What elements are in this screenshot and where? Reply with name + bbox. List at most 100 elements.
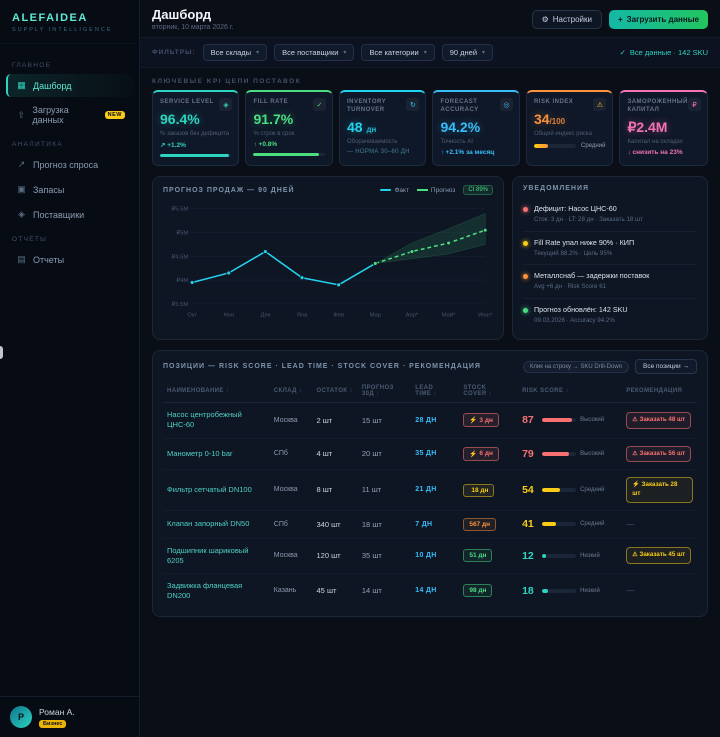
sidebar-item-label: Поставщики: [33, 209, 85, 220]
col-recommendation: РЕКОМЕНДАЦИЯ: [622, 380, 697, 404]
kpi-norm-range: — НОРМА 30–60 ДН: [346, 149, 410, 156]
sku-name-link[interactable]: Фильтр сетчатый DN100: [163, 469, 270, 511]
col-warehouse[interactable]: СКЛАД ↕: [269, 380, 313, 404]
col-lead-time[interactable]: LEAD TIME ↕: [411, 380, 460, 404]
kpi-value: ₽2.4M: [627, 118, 668, 135]
kpi-card-forecast-accuracy[interactable]: FORECAST ACCURACY ◎ 94.2% Точность AI ↑ …: [432, 90, 520, 167]
notification-item[interactable]: Металлснаб — задержки поставок Avg +6 дн…: [523, 265, 697, 299]
svg-text:₽4.5M: ₽4.5M: [172, 254, 189, 261]
ok-dot-icon: [523, 307, 528, 313]
table-row[interactable]: Фильтр сетчатый DN100 Москва 8 шт 11 шт …: [163, 469, 697, 511]
check-icon: ✓: [619, 48, 626, 57]
sidebar-item-label: Прогноз спроса: [33, 159, 99, 170]
order-button[interactable]: ⚡ Заказать 28 шт: [626, 477, 693, 503]
svg-text:Май*: Май*: [442, 312, 456, 319]
sidebar-item-inventory[interactable]: ▣ Запасы: [6, 178, 133, 201]
forecast-icon: ↗: [17, 159, 26, 169]
sort-icon: ↕: [298, 388, 303, 395]
sku-name-link[interactable]: Манометр 0-10 bar: [163, 438, 270, 471]
no-recommendation: —: [626, 586, 635, 596]
sort-icon: ↕: [433, 391, 437, 398]
settings-button[interactable]: ⚙ Настройки: [531, 9, 602, 29]
kpi-card-frozen-capital[interactable]: ЗАМОРОЖЕННЫЙ КАПИТАЛ ₽ ₽2.4M Капитал на …: [619, 90, 708, 167]
sidebar: ALEFAIDEA SUPPLY INTELLIGENCE ГЛАВНОЕ ▦ …: [0, 0, 140, 737]
sidebar-item-demand-forecast[interactable]: ↗ Прогноз спроса: [6, 153, 133, 176]
all-positions-button[interactable]: Все позиции →: [635, 359, 697, 375]
notifications-panel: УВЕДОМЛЕНИЯ Дефицит: Насос ЦНС-60 Сток: …: [512, 176, 708, 341]
svg-text:₽3.5M: ₽3.5M: [172, 301, 189, 308]
sku-name-link[interactable]: Задвижка фланцевая DN200: [167, 580, 243, 600]
new-badge: NEW: [104, 111, 125, 119]
app-logo-subtitle: SUPPLY INTELLIGENCE: [12, 27, 113, 33]
chevron-down-icon: ▾: [423, 50, 427, 56]
sort-icon: ↕: [488, 391, 493, 398]
warning-dot-icon: [523, 240, 528, 246]
table-row[interactable]: Задвижка фланцевая DN200 Казань 45 шт 14…: [163, 573, 697, 608]
col-name[interactable]: НАИМЕНОВАНИЕ ↕: [163, 380, 270, 404]
upload-icon: ⇧: [17, 109, 25, 120]
forecast-line-swatch: [416, 189, 428, 192]
supplier-filter-select[interactable]: Все поставщики ▾: [274, 44, 355, 61]
positions-table: НАИМЕНОВАНИЕ ↕ СКЛАД ↕ ОСТАТОК ↕ ПРОГНОЗ 30…: [163, 380, 697, 608]
stock-cover-badge: ⚡ 6 дн: [463, 446, 499, 461]
kpi-trend: ↓ снизить на 23%: [627, 149, 683, 157]
warehouse-filter-select[interactable]: Все склады ▾: [202, 44, 268, 61]
svg-text:Ноя: Ноя: [223, 313, 234, 319]
table-row[interactable]: Манометр 0-10 bar СПб 4 шт 20 шт 35 дн ⚡…: [163, 438, 697, 471]
stock-cover-badge: 567 дн: [463, 517, 497, 531]
kpi-card-risk-index[interactable]: RISK INDEX ⚠ 34/100 Общий индекс риска С…: [525, 90, 614, 167]
sku-name-link[interactable]: Клапан запорный DN50: [163, 510, 270, 539]
kpi-section-label: КЛЮЧЕВЫЕ KPI ЦЕПИ ПОСТАВОК: [152, 78, 302, 85]
user-profile[interactable]: Р Роман А. Бизнес: [0, 696, 139, 737]
positions-title: ПОЗИЦИИ — RISK SCORE · LEAD TIME · STOCK…: [163, 363, 481, 371]
app-logo-title: ALEFAIDEA: [12, 12, 88, 24]
accuracy-icon: ◎: [499, 98, 513, 111]
kpi-trend: ↗ +1.2%: [160, 142, 186, 150]
order-button[interactable]: ⚠ Заказать 45 шт: [626, 547, 692, 565]
sidebar-item-data-upload[interactable]: ⇧ Загрузка данных NEW: [6, 99, 133, 131]
sidebar-item-dashboard[interactable]: ▦ Дашборд: [6, 74, 133, 97]
category-filter-select[interactable]: Все категории ▾: [361, 44, 435, 61]
page-title: Дашборд: [152, 7, 212, 22]
period-filter-select[interactable]: 90 дней ▾: [441, 44, 494, 61]
kpi-grid: SERVICE LEVEL ◈ 96.4% % заказов без дефи…: [140, 90, 720, 167]
chevron-down-icon: ▾: [256, 50, 260, 56]
svg-text:Апр*: Апр*: [406, 313, 419, 319]
dashboard-icon: ▦: [17, 80, 26, 90]
table-row[interactable]: Подшипник шариковый 6205 Москва 120 шт 3…: [163, 538, 697, 574]
warning-icon: ⚠: [632, 449, 638, 457]
data-status: ✓ Все данные · 142 SKU: [619, 48, 708, 57]
sku-name-link[interactable]: Подшипник шариковый 6205: [163, 538, 270, 574]
svg-text:Мар: Мар: [370, 313, 381, 319]
notification-item[interactable]: Fill Rate упал ниже 90% · КИП Текущий 88…: [523, 232, 697, 266]
svg-text:₽4M: ₽4M: [176, 277, 188, 284]
col-stock-cover[interactable]: STOCK COVER ↕: [459, 380, 519, 404]
page-date: вторник, 10 марта 2026 г.: [152, 24, 234, 31]
kpi-card-service-level[interactable]: SERVICE LEVEL ◈ 96.4% % заказов без дефи…: [152, 90, 240, 167]
risk-score: 18 Низкий: [522, 584, 600, 597]
upload-data-button[interactable]: + Загрузить данные: [608, 9, 708, 29]
col-stock[interactable]: ОСТАТОК ↕: [312, 380, 358, 404]
table-row[interactable]: Насос центробежный ЦНС-60 Москва 2 шт 15…: [163, 402, 697, 439]
col-risk-score[interactable]: RISK SCORE ↕: [518, 380, 623, 404]
col-forecast[interactable]: ПРОГНОЗ 30Д ↕: [357, 380, 412, 404]
risk-status-label: Средний: [581, 143, 606, 150]
sort-icon: ↕: [565, 388, 569, 395]
sidebar-collapse-handle[interactable]: [0, 346, 3, 359]
notification-item[interactable]: Дефицит: Насос ЦНС-60 Сток: 3 дн · LT: 2…: [523, 198, 697, 232]
table-row[interactable]: Клапан запорный DN50 СПб 340 шт 18 шт 7 …: [163, 510, 697, 539]
sku-name-link[interactable]: Насос центробежный ЦНС-60: [163, 402, 270, 439]
kpi-trend: ↑ +2.1% за месяц: [440, 149, 495, 157]
order-button[interactable]: ⚠ Заказать 48 шт: [626, 412, 692, 429]
order-button[interactable]: ⚠ Заказать 56 шт: [626, 445, 692, 463]
sidebar-item-label: Загрузка данных: [32, 105, 69, 125]
svg-text:Дек: Дек: [261, 313, 271, 319]
flash-icon: ⚡: [632, 481, 640, 489]
sales-forecast-panel: ПРОГНОЗ ПРОДАЖ — 90 ДНЕЙ Факт Прогноз CI…: [152, 176, 504, 341]
notification-item[interactable]: Прогноз обновлён: 142 SKU 09.03.2026 · A…: [523, 299, 697, 331]
sidebar-item-suppliers[interactable]: ◈ Поставщики: [6, 203, 133, 226]
sidebar-item-reports[interactable]: ▤ Отчеты: [6, 248, 133, 271]
kpi-card-inventory-turnover[interactable]: INVENTORY TURNOVER ↻ 48 дн Оборачиваемос…: [338, 90, 427, 167]
kpi-value: 94.2%: [440, 118, 481, 135]
kpi-card-fill-rate[interactable]: FILL RATE ✓ 91.7% % строк в срок ↑ +0.8%: [245, 90, 333, 167]
